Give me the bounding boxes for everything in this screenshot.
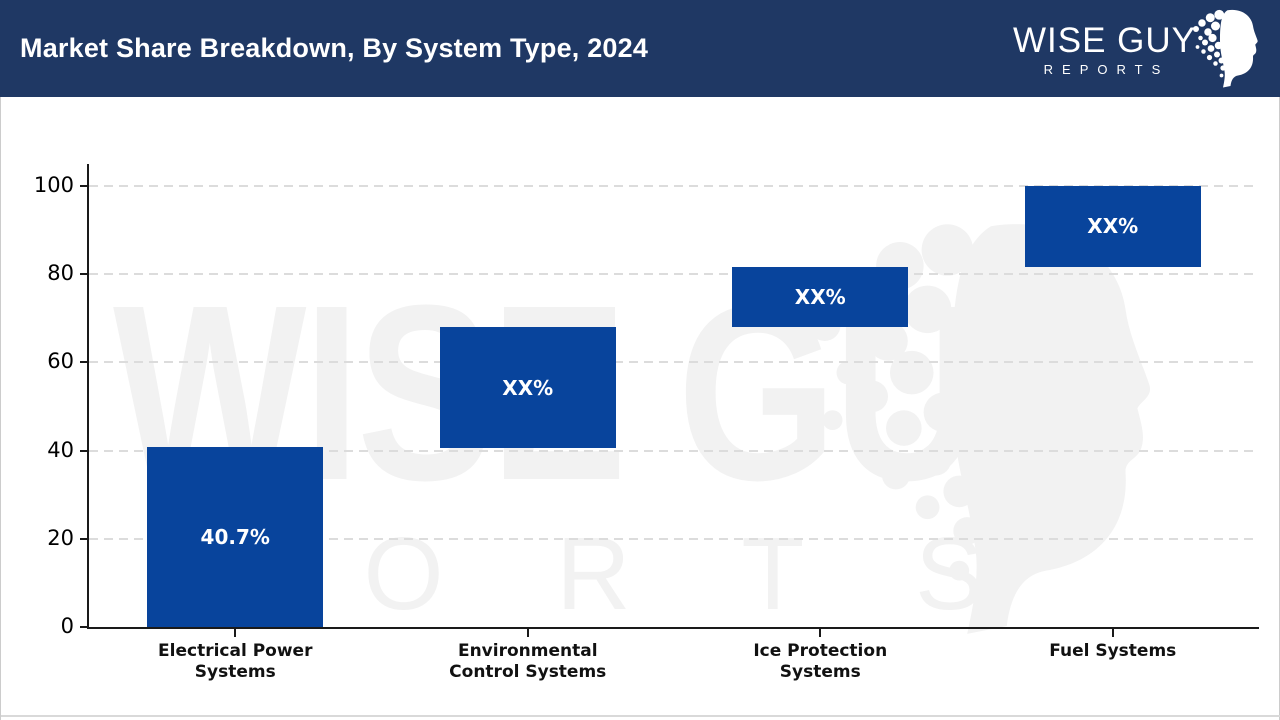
y-axis-tick-label: 60 <box>47 349 74 374</box>
bar-value-label: XX% <box>502 375 554 400</box>
x-axis-category-label: Ice Protection Systems <box>674 641 966 684</box>
x-axis-category-label: Environmental Control Systems <box>382 641 674 684</box>
bar-value-label: XX% <box>1087 214 1139 239</box>
category-label-line: Fuel Systems <box>1049 641 1177 661</box>
bar-environmental-control-systems: XX% <box>439 327 616 449</box>
x-axis-tick <box>819 629 822 637</box>
gridline-100 <box>89 184 1259 187</box>
page-title: Market Share Breakdown, By System Type, … <box>20 33 649 63</box>
category-label-line: Ice Protection <box>753 641 888 661</box>
y-axis-line <box>87 164 89 629</box>
category-label-line: Environmental <box>457 641 598 661</box>
y-axis-tick-label: 40 <box>47 437 74 462</box>
x-axis-tick <box>526 629 529 637</box>
plot-region: 0 20 40 60 80 100 40.7% Electrical Power Systems… <box>1 97 1280 720</box>
face-dots-icon <box>1193 9 1258 88</box>
chart-area: WISE GUY P O R T S 0 20 40 60 80 100 40.7% Elec… <box>0 97 1280 720</box>
bar-electrical-power-systems: 40.7% <box>147 447 324 627</box>
y-axis-tick <box>80 626 88 628</box>
category-label-line: Control Systems <box>449 662 607 683</box>
category-label-line: Systems <box>194 662 276 683</box>
y-axis-tick <box>80 184 88 187</box>
bar-fuel-systems: XX% <box>1024 185 1201 267</box>
x-axis-tick <box>234 629 237 637</box>
header-bar: Market Share Breakdown, By System Type, … <box>0 0 1280 97</box>
y-axis-tick-label: 0 <box>60 614 74 638</box>
gridline-40 <box>89 449 1259 452</box>
x-axis-category-label: Fuel Systems <box>967 641 1259 662</box>
category-label-line: Systems <box>779 662 861 683</box>
y-axis-tick-label: 100 <box>33 172 74 197</box>
gridline-80 <box>89 273 1259 276</box>
bar-value-label: 40.7% <box>200 525 270 550</box>
logo-wordmark: WISE GUY <box>1012 21 1196 61</box>
y-axis-tick <box>80 273 88 276</box>
bar-ice-protection-systems: XX% <box>732 266 909 327</box>
gridline-60 <box>89 361 1259 364</box>
bar-value-label: XX% <box>794 284 846 309</box>
wiseguy-logo: WISE GUY REPORTS <box>1013 6 1264 94</box>
gridline-20 <box>89 537 1259 540</box>
y-axis-tick <box>80 361 88 364</box>
y-axis-tick <box>80 537 88 540</box>
y-axis-tick-label: 20 <box>47 525 74 550</box>
logo-text: WISE GUY REPORTS <box>1012 21 1196 77</box>
x-axis-tick <box>1111 629 1114 637</box>
x-axis-category-label: Electrical Power Systems <box>89 641 381 684</box>
y-axis-tick-label: 80 <box>47 261 74 286</box>
logo-subtitle: REPORTS <box>1043 61 1170 77</box>
x-axis-line <box>87 627 1259 629</box>
bottom-border <box>1 715 1280 717</box>
y-axis-tick <box>80 449 88 452</box>
category-label-line: Electrical Power <box>158 641 313 661</box>
